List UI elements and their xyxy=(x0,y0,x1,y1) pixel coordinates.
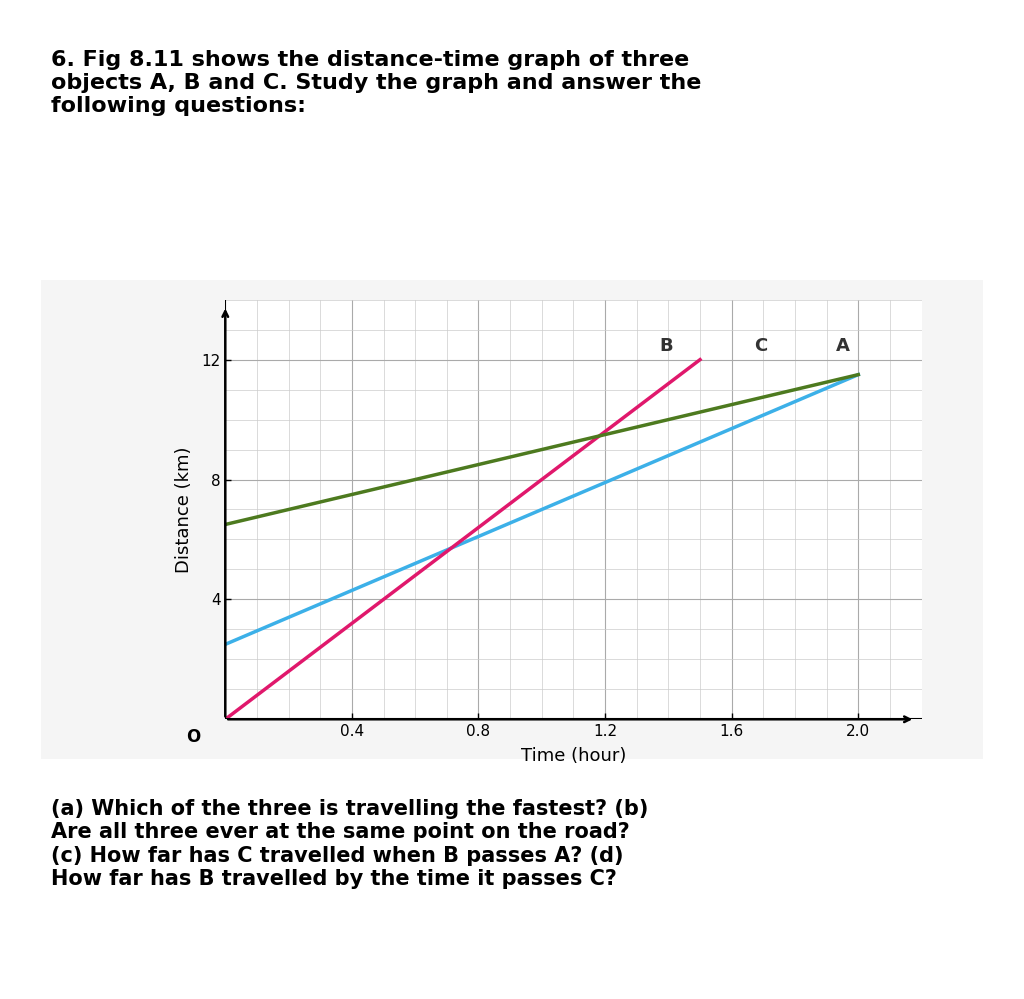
Text: C: C xyxy=(754,337,767,355)
FancyBboxPatch shape xyxy=(23,270,1001,769)
X-axis label: Time (hour): Time (hour) xyxy=(521,747,626,765)
Text: B: B xyxy=(658,337,673,355)
Text: O: O xyxy=(186,728,201,746)
Y-axis label: Distance (km): Distance (km) xyxy=(175,447,193,572)
Text: (a) Which of the three is travelling the fastest? (b)
Are all three ever at the : (a) Which of the three is travelling the… xyxy=(51,799,648,889)
Text: A: A xyxy=(837,337,850,355)
Text: 6. Fig 8.11 shows the distance-time graph of three
objects A, B and C. Study the: 6. Fig 8.11 shows the distance-time grap… xyxy=(51,50,701,116)
